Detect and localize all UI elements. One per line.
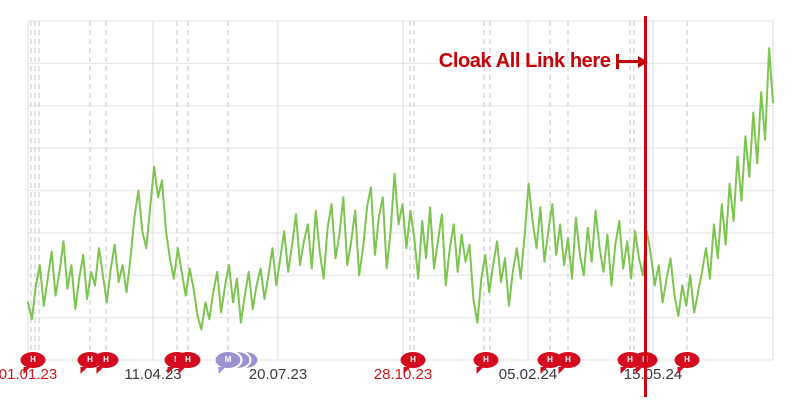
- event-marker-12-H[interactable]: H: [674, 352, 700, 374]
- event-marker-label: H: [410, 355, 416, 364]
- x-axis-label-1: 11.04.23: [124, 366, 182, 383]
- event-marker-6-H[interactable]: H: [400, 352, 426, 374]
- event-marker-2-H[interactable]: H: [93, 352, 119, 374]
- x-axis-label-3: 28.10.23: [373, 366, 433, 383]
- event-marker-label: H: [627, 355, 633, 364]
- event-marker-label: H: [30, 355, 36, 364]
- event-marker-9-H[interactable]: H: [555, 352, 581, 374]
- cutoff-vline[interactable]: [643, 16, 648, 397]
- event-marker-label: H: [565, 355, 571, 364]
- event-marker-7-H[interactable]: H: [473, 352, 499, 374]
- plot-area[interactable]: [28, 21, 773, 360]
- x-axis-label-0: 01.01.23: [0, 366, 58, 383]
- event-marker-label: H: [103, 355, 109, 364]
- price-line: [27, 47, 774, 331]
- event-marker-label: H: [185, 355, 191, 364]
- event-marker-0-H[interactable]: H: [20, 352, 46, 374]
- maps-to-arrow-icon: [615, 54, 648, 69]
- event-marker-label: H: [684, 355, 690, 364]
- event-marker-label: H: [87, 355, 93, 364]
- x-axis-label-2: 20.07.23: [248, 366, 308, 383]
- cloak-annotation-text: Cloak All Link here: [438, 50, 611, 72]
- event-marker-label: H: [483, 355, 489, 364]
- event-marker-5-M[interactable]: M: [213, 350, 243, 374]
- event-marker-label: M: [224, 355, 232, 364]
- cloak-annotation[interactable]: Cloak All Link here: [439, 50, 648, 73]
- event-marker-label: H: [547, 355, 553, 364]
- event-marker-4-H[interactable]: H: [175, 352, 201, 374]
